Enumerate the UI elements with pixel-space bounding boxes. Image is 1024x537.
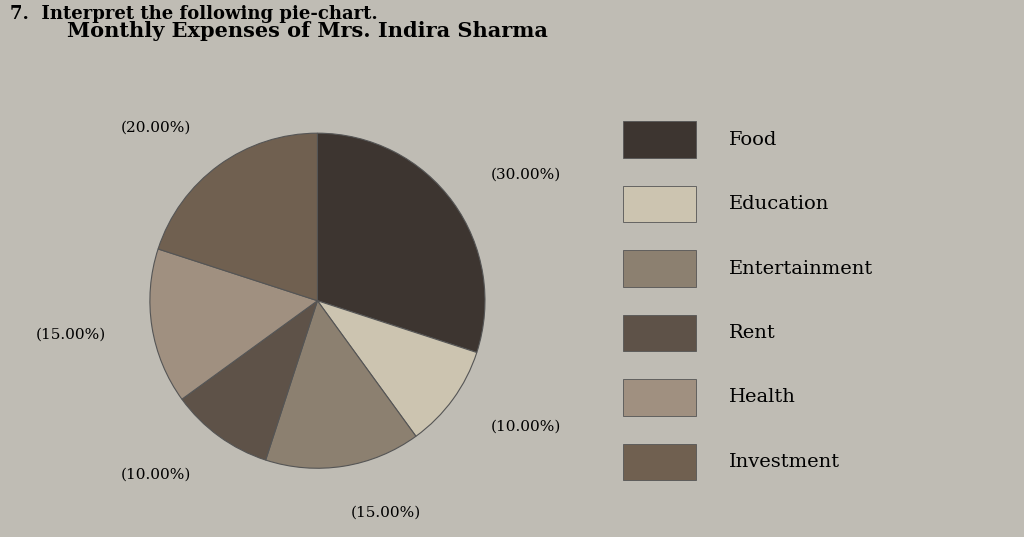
Wedge shape — [158, 133, 317, 301]
Text: Food: Food — [729, 130, 777, 149]
Text: (15.00%): (15.00%) — [36, 327, 105, 342]
Text: (20.00%): (20.00%) — [121, 120, 191, 134]
Text: Health: Health — [729, 388, 796, 407]
Text: 7.  Interpret the following pie-chart.: 7. Interpret the following pie-chart. — [10, 5, 378, 24]
FancyBboxPatch shape — [623, 379, 696, 416]
Text: Monthly Expenses of Mrs. Indira Sharma: Monthly Expenses of Mrs. Indira Sharma — [67, 21, 548, 41]
Text: (10.00%): (10.00%) — [121, 467, 191, 481]
Text: Entertainment: Entertainment — [729, 259, 873, 278]
Wedge shape — [150, 249, 317, 399]
Wedge shape — [317, 301, 477, 436]
Text: Rent: Rent — [729, 324, 776, 342]
Text: Investment: Investment — [729, 453, 841, 471]
FancyBboxPatch shape — [623, 186, 696, 222]
Text: (30.00%): (30.00%) — [490, 168, 561, 182]
FancyBboxPatch shape — [623, 250, 696, 287]
Text: Education: Education — [729, 195, 829, 213]
FancyBboxPatch shape — [623, 315, 696, 351]
Wedge shape — [265, 301, 416, 468]
Wedge shape — [182, 301, 317, 460]
FancyBboxPatch shape — [623, 444, 696, 480]
FancyBboxPatch shape — [623, 121, 696, 158]
Text: (10.00%): (10.00%) — [490, 420, 561, 434]
Text: (15.00%): (15.00%) — [351, 505, 421, 519]
Wedge shape — [317, 133, 485, 352]
